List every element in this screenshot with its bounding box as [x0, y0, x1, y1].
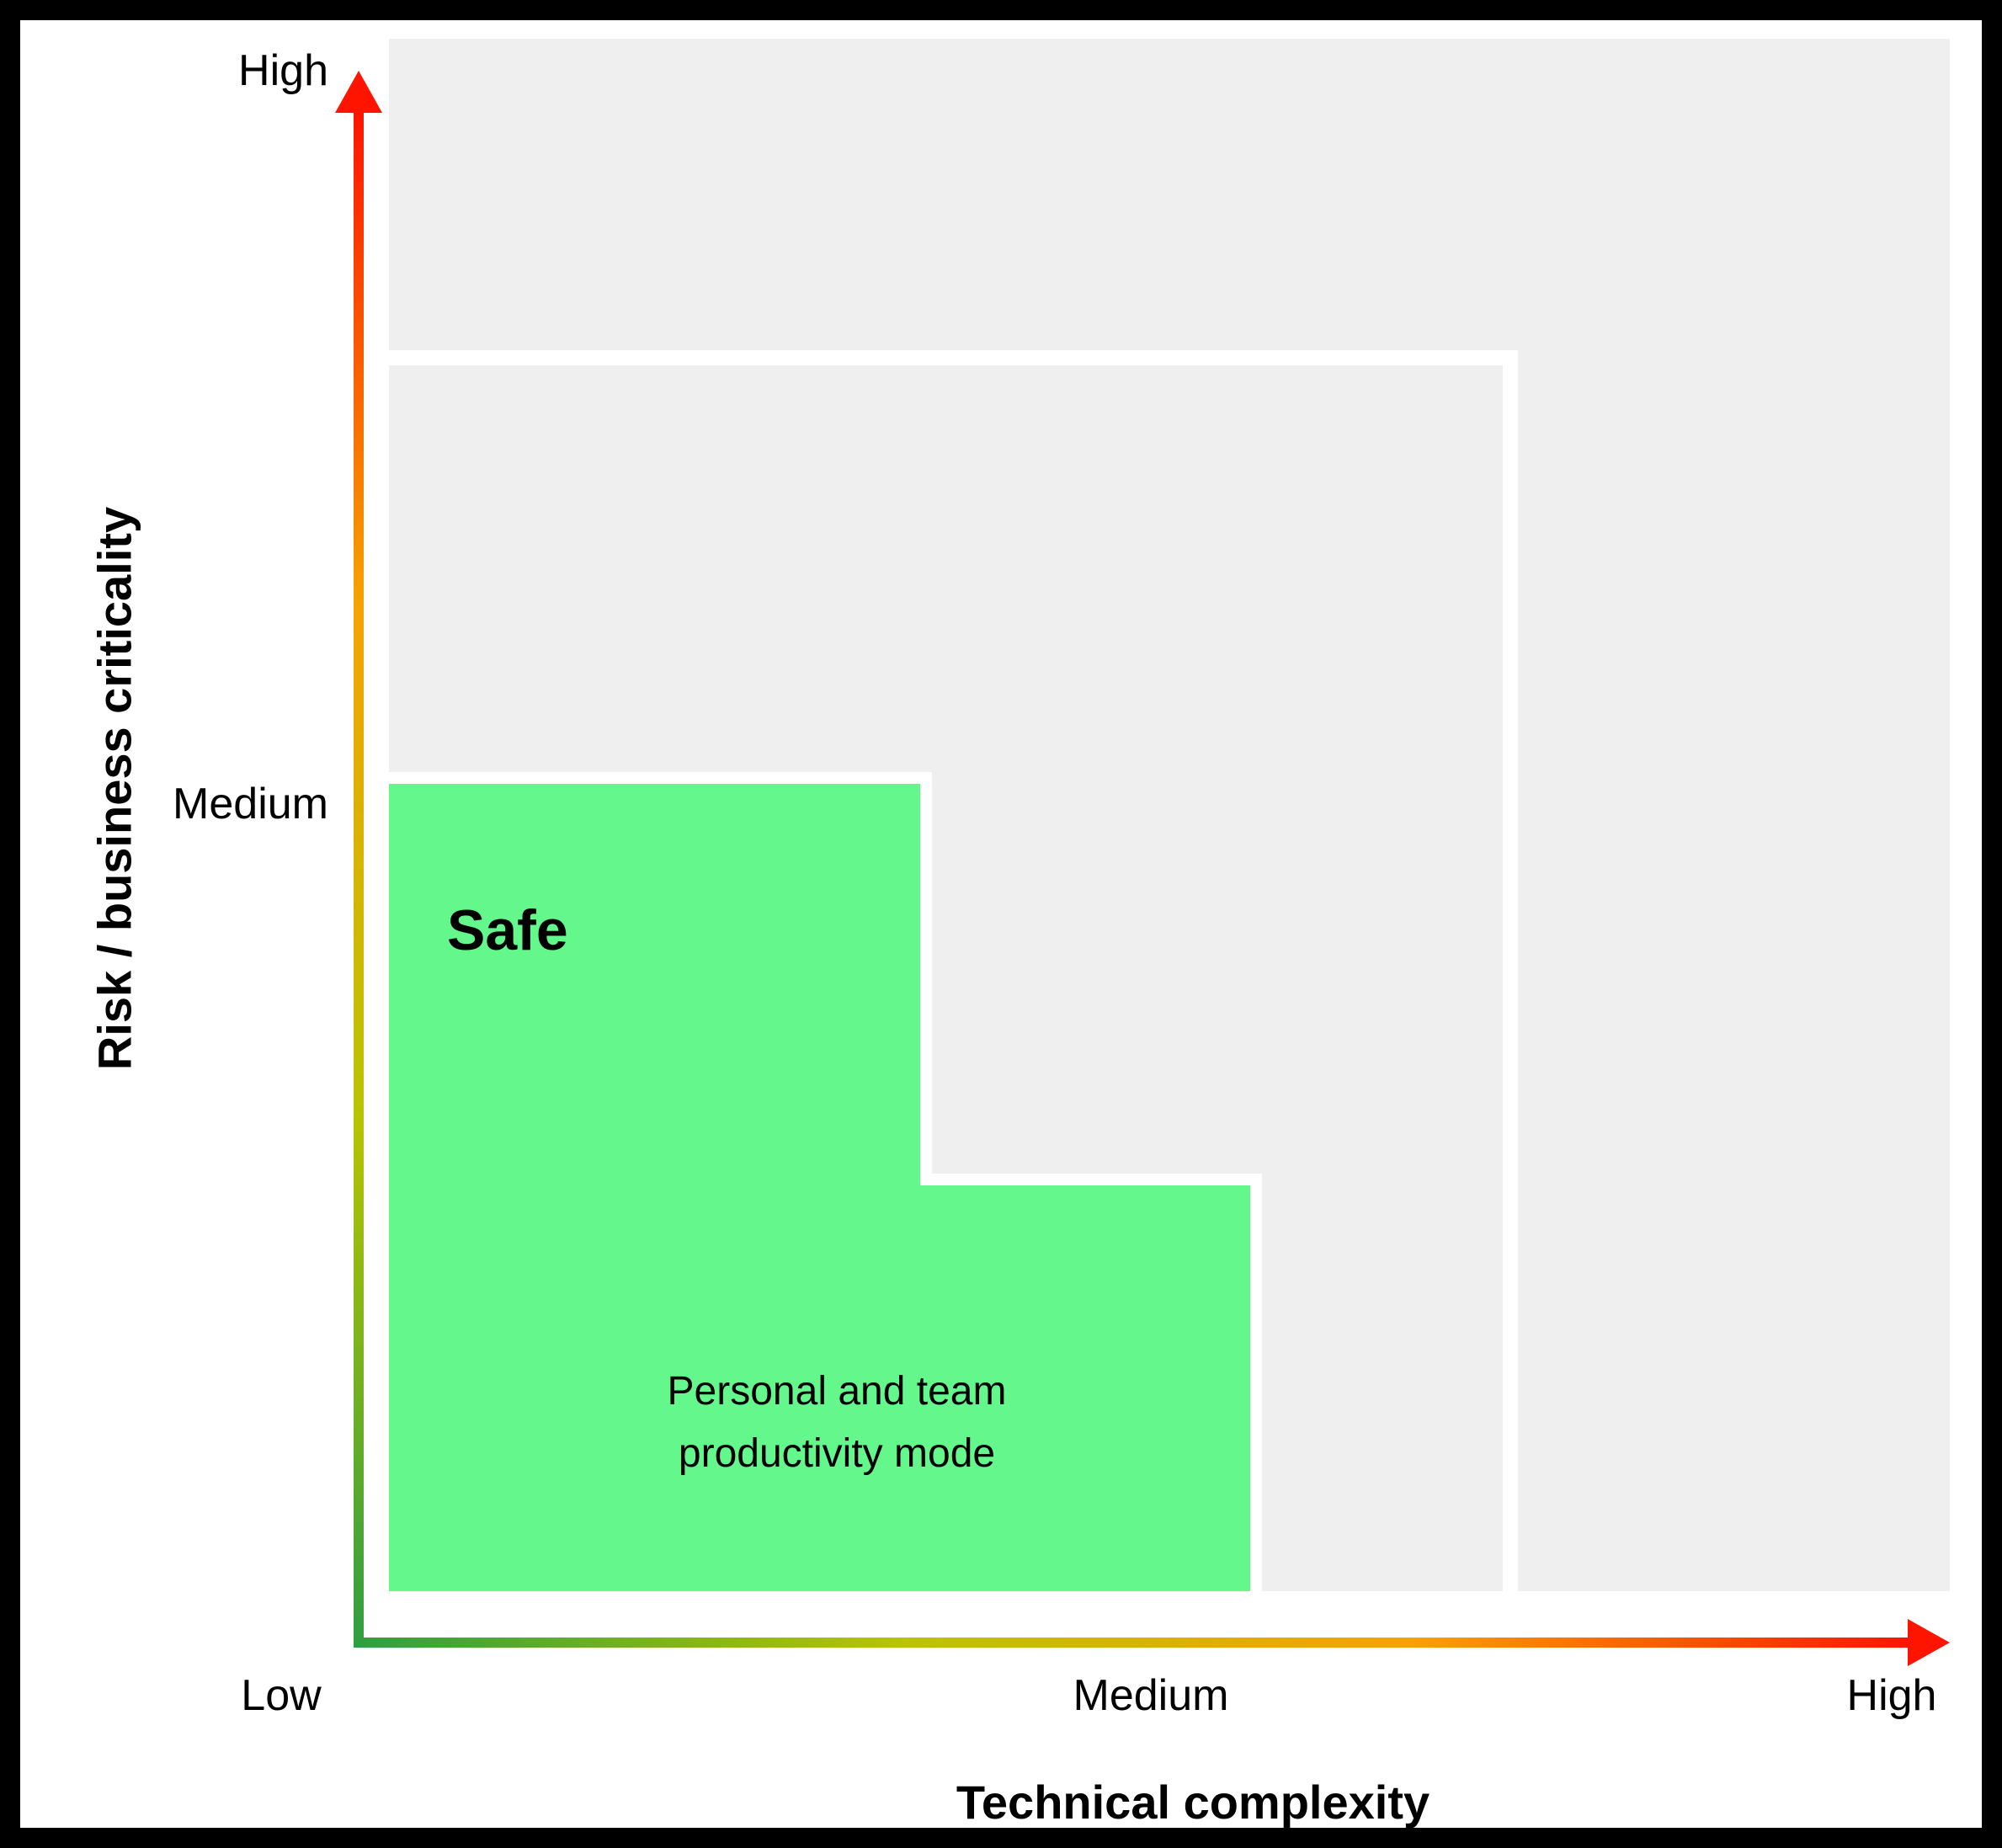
- x-axis-line: [359, 1638, 1908, 1648]
- chart-canvas: High Medium Low Medium High Risk / busin…: [20, 20, 1982, 1829]
- x-tick-low: Low: [241, 1671, 322, 1720]
- x-axis-title: Technical complexity: [956, 1776, 1430, 1829]
- plot-area: [389, 39, 1950, 1591]
- safe-zone-sublabel: Personal and team productivity mode: [667, 1369, 1007, 1477]
- x-tick-high: High: [1846, 1671, 1937, 1720]
- y-axis-arrowhead-icon: [335, 71, 382, 113]
- x-axis-arrowhead-icon: [1908, 1619, 1950, 1666]
- x-tick-medium: Medium: [1073, 1671, 1229, 1720]
- y-tick-high: High: [238, 46, 328, 95]
- y-tick-medium: Medium: [173, 780, 328, 828]
- y-axis-line: [354, 111, 364, 1648]
- y-axis-title: Risk / business criticality: [88, 506, 141, 1071]
- safe-zone-label: Safe: [447, 898, 568, 962]
